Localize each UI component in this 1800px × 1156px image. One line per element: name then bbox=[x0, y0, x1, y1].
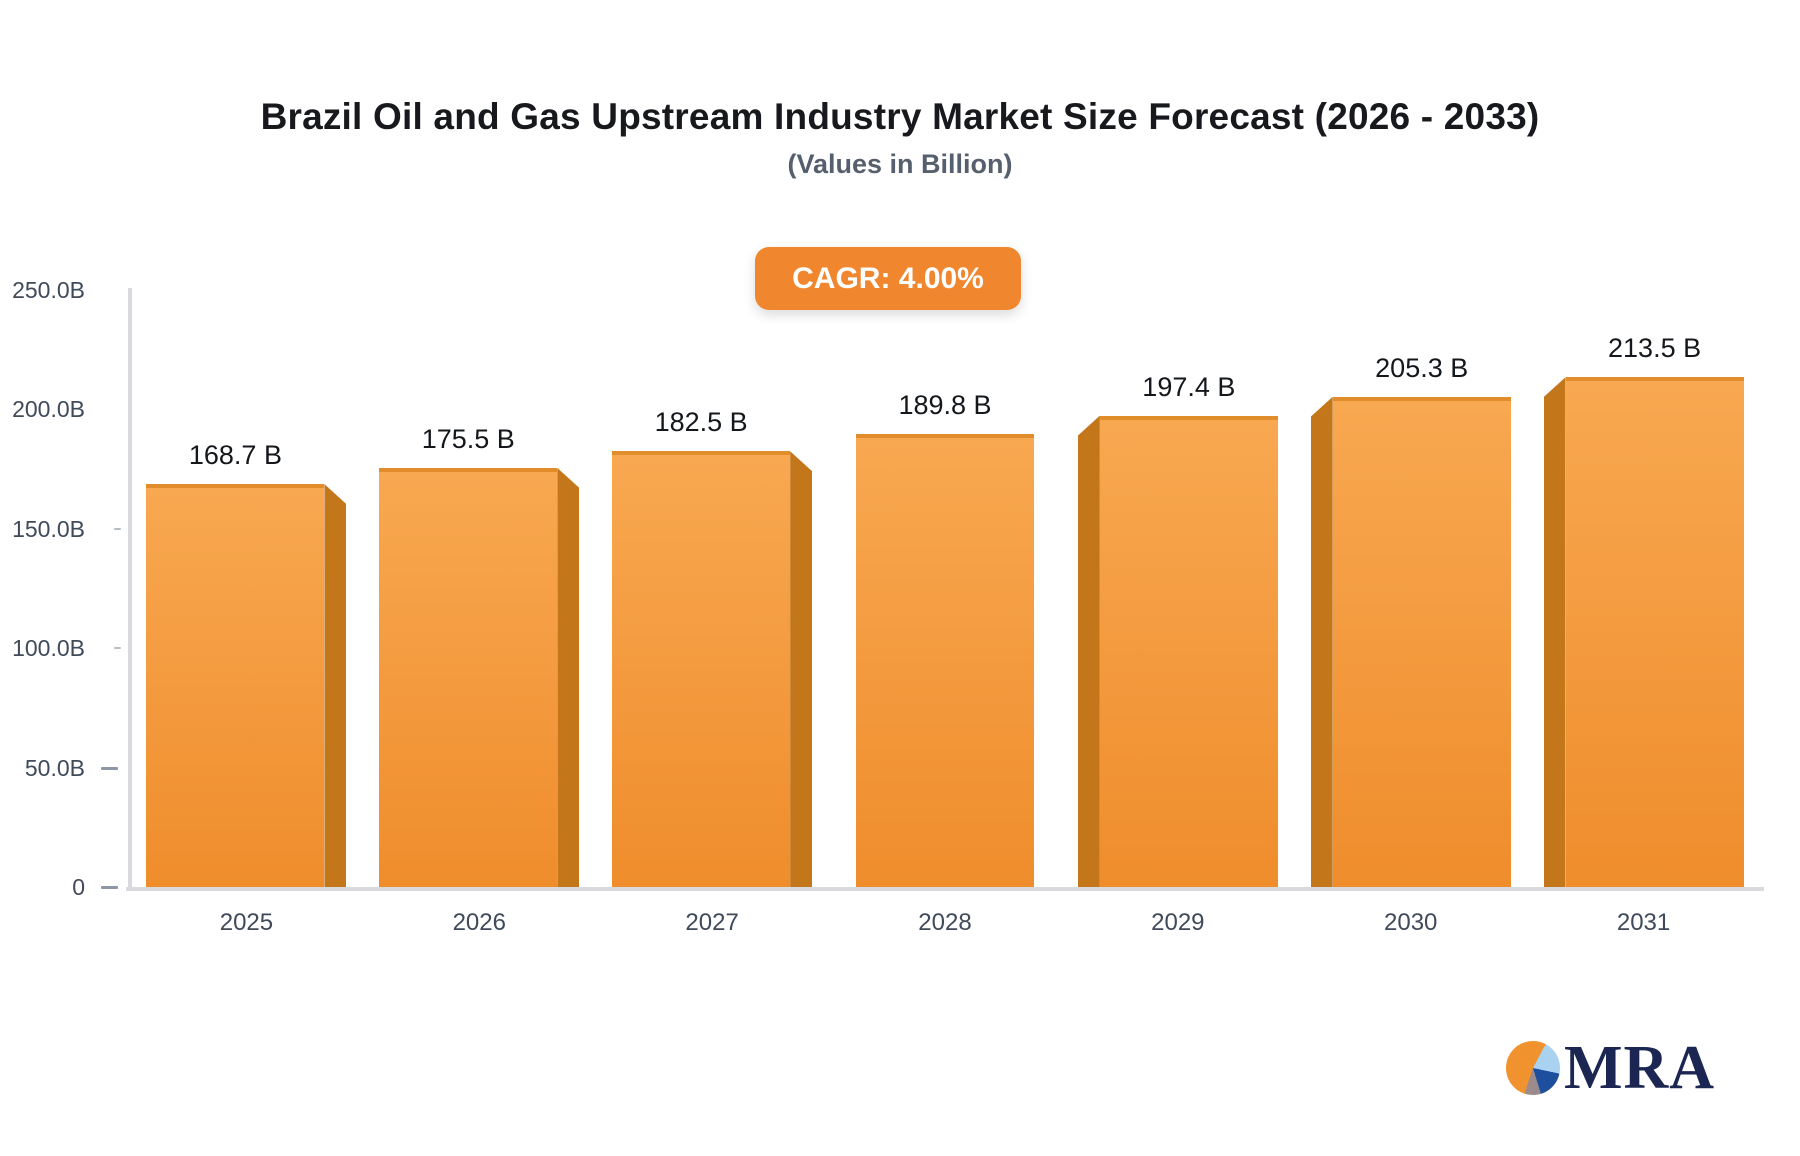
brand-logo-text: MRA bbox=[1564, 1034, 1716, 1102]
y-axis-label: 150.0B bbox=[12, 515, 85, 542]
x-axis-label: 2025 bbox=[219, 909, 274, 936]
bar-value-label: 175.5 B bbox=[421, 423, 515, 454]
pie-chart-logo-icon bbox=[1506, 1041, 1560, 1095]
x-axis-label: 2027 bbox=[685, 909, 739, 936]
y-axis-tick bbox=[114, 647, 121, 650]
y-axis-tick bbox=[101, 766, 118, 770]
bar-side-face bbox=[1077, 415, 1100, 887]
bar-face bbox=[856, 433, 1034, 887]
x-axis-label: 2029 bbox=[1151, 909, 1205, 936]
bar-2028 bbox=[856, 433, 1034, 887]
bar-side-face bbox=[1310, 396, 1333, 887]
bar-value-label: 197.4 B bbox=[1142, 371, 1236, 402]
chart-title: Brazil Oil and Gas Upstream Industry Mar… bbox=[260, 96, 1540, 137]
bar-value-label: 205.3 B bbox=[1375, 352, 1469, 383]
bar-2030 bbox=[1310, 396, 1511, 887]
bar-value-label: 213.5 B bbox=[1608, 333, 1702, 364]
x-axis-label: 2030 bbox=[1384, 909, 1438, 936]
y-axis-tick bbox=[114, 527, 121, 530]
plot-area: 0 50.0B 100.0B 150.0B 200.0B 250.0B 168.7 B 202… bbox=[12, 277, 1764, 936]
bar-face bbox=[1332, 396, 1511, 887]
bar-side-face bbox=[790, 451, 813, 887]
y-axis-line bbox=[128, 288, 132, 890]
bar-value-label: 182.5 B bbox=[654, 407, 748, 438]
bar-2029 bbox=[1077, 415, 1278, 887]
bar-value-label: 189.8 B bbox=[898, 389, 992, 420]
bar-face bbox=[612, 451, 791, 887]
bar-2027 bbox=[612, 451, 813, 887]
chart-subtitle: (Values in Billion) bbox=[787, 149, 1013, 179]
bar-2031 bbox=[1543, 377, 1744, 887]
y-axis-label: 200.0B bbox=[12, 396, 85, 423]
cagr-badge: CAGR: 4.00% bbox=[755, 247, 1021, 310]
x-axis-label: 2028 bbox=[918, 909, 972, 936]
bar-face bbox=[379, 467, 558, 887]
bar-face bbox=[146, 484, 325, 887]
y-axis-label: 100.0B bbox=[12, 635, 85, 662]
bar-face bbox=[1565, 377, 1744, 887]
bar-value-label: 168.7 B bbox=[188, 440, 282, 471]
bar-side-face bbox=[557, 467, 580, 887]
bar-2025 bbox=[146, 484, 347, 887]
bar-side-face bbox=[324, 484, 347, 887]
y-axis-label: 250.0B bbox=[12, 277, 85, 303]
y-axis-tick bbox=[101, 886, 118, 889]
x-axis-label: 2031 bbox=[1616, 909, 1671, 936]
bar-side-face bbox=[1543, 377, 1566, 887]
x-axis-label: 2026 bbox=[452, 909, 506, 936]
bar-2026 bbox=[379, 467, 580, 887]
brand-logo: MRA bbox=[1506, 1036, 1715, 1100]
x-axis-line bbox=[126, 887, 1764, 891]
y-axis-label: 0 bbox=[72, 874, 85, 900]
bar-face bbox=[1099, 415, 1278, 887]
y-axis-label: 50.0B bbox=[24, 754, 85, 781]
